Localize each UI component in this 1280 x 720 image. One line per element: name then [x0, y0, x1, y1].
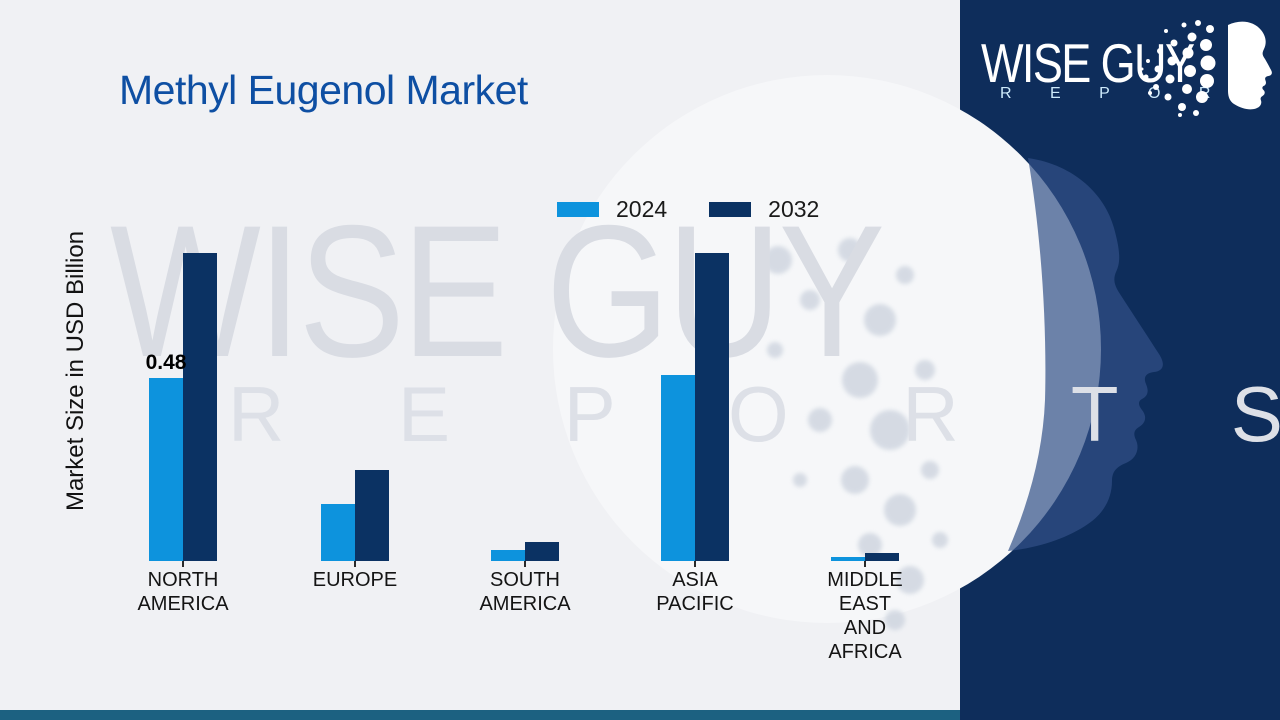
- bar-2032-south-america: [525, 542, 559, 561]
- x-axis-tick: [864, 561, 866, 567]
- page-title: Methyl Eugenol Market: [119, 67, 528, 114]
- bar-2024-asia-pacific: [661, 375, 695, 561]
- chart-legend: 2024 2032: [557, 196, 819, 223]
- bar-2024-europe: [321, 504, 355, 561]
- x-axis-label-asia-pacific: ASIA PACIFIC: [656, 569, 734, 615]
- bar-2032-asia-pacific: [695, 253, 729, 561]
- x-axis-tick: [354, 561, 356, 567]
- bottom-accent-strip: [0, 710, 1280, 720]
- bar-2024-north-america: [149, 378, 183, 561]
- x-axis-tick: [182, 561, 184, 567]
- legend-swatch-2032: [709, 202, 752, 217]
- x-axis-tick: [524, 561, 526, 567]
- legend-label-2024: 2024: [616, 196, 668, 222]
- brand-face-icon: [1140, 20, 1272, 117]
- brain-dots: [1140, 20, 1216, 117]
- y-axis-label: Market Size in USD Billion: [62, 230, 89, 512]
- x-axis-tick: [694, 561, 696, 567]
- x-axis-label-middle-east-and-africa: MIDDLE EAST AND AFRICA: [827, 569, 903, 663]
- bar-value-label: 0.48: [145, 351, 187, 374]
- brand-logo: WISE GUY R E P O R T S: [960, 0, 1280, 150]
- x-axis-label-north-america: NORTH AMERICA: [137, 569, 229, 615]
- x-axis-label-europe: EUROPE: [312, 569, 398, 591]
- legend-item-2024: 2024: [557, 196, 667, 223]
- x-axis-label-south-america: SOUTH AMERICA: [479, 569, 571, 615]
- bar-2032-europe: [355, 470, 389, 561]
- legend-label-2032: 2032: [768, 196, 820, 222]
- bar-2024-middle-east-and-africa: [831, 557, 865, 561]
- bar-2032-north-america: [183, 253, 217, 561]
- legend-item-2032: 2032: [709, 196, 819, 223]
- bar-2024-south-america: [491, 550, 525, 561]
- bar-2032-middle-east-and-africa: [865, 553, 899, 561]
- legend-swatch-2024: [557, 202, 599, 217]
